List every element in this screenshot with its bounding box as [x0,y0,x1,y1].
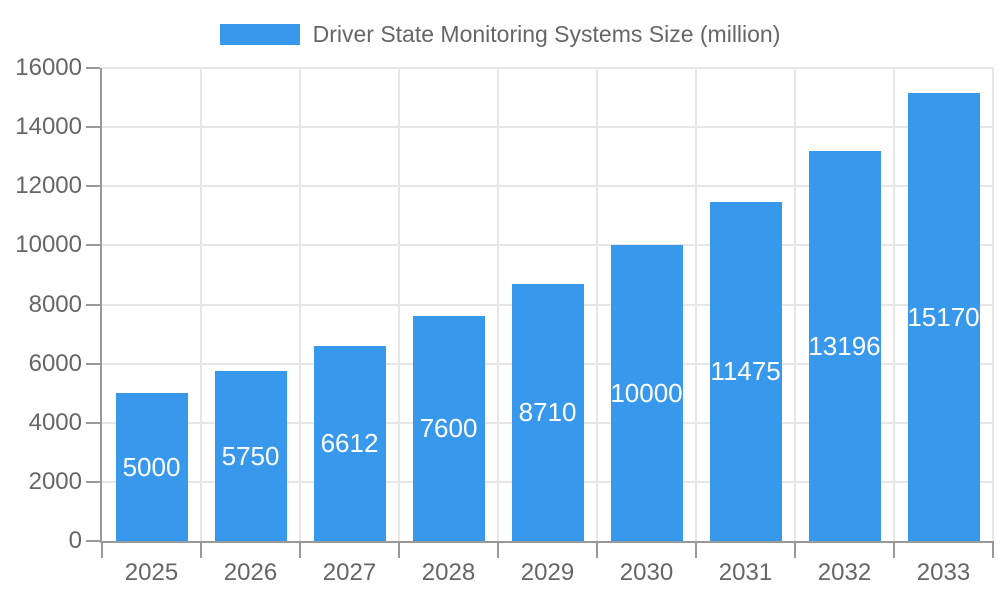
y-tick-label: 6000 [28,349,82,377]
x-axis-tick [299,541,301,558]
bar-value-label: 10000 [610,377,683,408]
x-tick-label: 2030 [619,559,674,586]
y-axis-tick [86,480,100,483]
gridline-vertical [695,68,697,541]
y-axis-tick [86,185,100,188]
x-axis-tick [596,541,598,558]
x-tick-label: 2027 [322,559,377,586]
x-axis-tick [794,541,796,558]
bar-2029[interactable]: 8710 [511,284,584,541]
gridline-vertical [299,68,301,541]
bar-value-label: 5000 [122,451,181,482]
x-tick-label: 2028 [421,559,476,586]
y-tick-label: 16000 [15,54,82,81]
bar-2027[interactable]: 6612 [313,346,386,541]
bar-value-label: 13196 [808,330,881,361]
y-tick-label: 2000 [28,467,82,495]
bar-2030[interactable]: 10000 [610,245,683,541]
gridline-vertical [596,68,598,541]
gridline-vertical [398,68,400,541]
y-tick-label: 14000 [15,113,82,141]
x-tick-label: 2033 [916,559,971,586]
y-axis-tick [86,67,100,69]
x-axis-tick [398,541,400,558]
bar-2031[interactable]: 11475 [709,202,782,541]
bar-value-label: 7600 [419,413,478,443]
bar-value-label: 11475 [710,356,781,386]
y-axis-tick [86,362,100,365]
gridline-vertical [497,68,499,541]
gridline-horizontal [102,244,993,247]
bar-2026[interactable]: 5750 [214,371,287,541]
x-axis-tick [497,541,499,558]
x-axis-tick [695,541,697,558]
x-axis-tick [893,541,895,558]
y-tick-label: 8000 [28,290,82,318]
x-axis-tick [992,541,994,558]
gridline-vertical [794,68,796,541]
bar-2028[interactable]: 7600 [412,316,485,541]
x-tick-label: 2032 [817,559,872,586]
gridline-vertical [893,68,895,541]
y-axis-tick [86,126,100,129]
gridline-horizontal [102,185,993,188]
x-tick-label: 2029 [520,559,575,586]
gridline-horizontal [102,67,993,69]
x-tick-label: 2026 [223,559,278,586]
chart-legend[interactable]: Driver State Monitoring Systems Size (mi… [0,17,1000,51]
x-axis-tick [101,541,103,558]
gridline-vertical [992,68,994,541]
y-tick-label: 12000 [15,172,82,200]
y-tick-label: 0 [68,527,82,554]
bar-value-label: 6612 [320,428,379,458]
y-axis-tick [86,540,100,542]
gridline-horizontal [102,126,993,129]
y-tick-label: 10000 [15,231,82,259]
y-tick-label: 4000 [28,408,82,436]
bar-value-label: 8710 [518,397,577,427]
x-tick-label: 2025 [124,559,179,586]
legend-swatch [219,23,300,45]
bar-value-label: 5750 [221,440,280,471]
x-axis-tick [200,541,202,558]
bar-2033[interactable]: 15170 [907,93,980,541]
gridline-vertical [200,68,202,541]
legend-label: Driver State Monitoring Systems Size (mi… [312,20,781,47]
bar-2032[interactable]: 13196 [808,151,881,541]
bar-2025[interactable]: 5000 [115,393,188,541]
plot-area: 5000 5750 6612 7600 8710 10000 11475 13196 15170 [86,67,994,558]
y-axis-tick [86,303,100,306]
x-tick-label: 2031 [718,559,773,586]
bar-value-label: 15170 [907,301,980,332]
y-axis-tick [86,244,100,247]
y-axis-tick [86,421,100,424]
